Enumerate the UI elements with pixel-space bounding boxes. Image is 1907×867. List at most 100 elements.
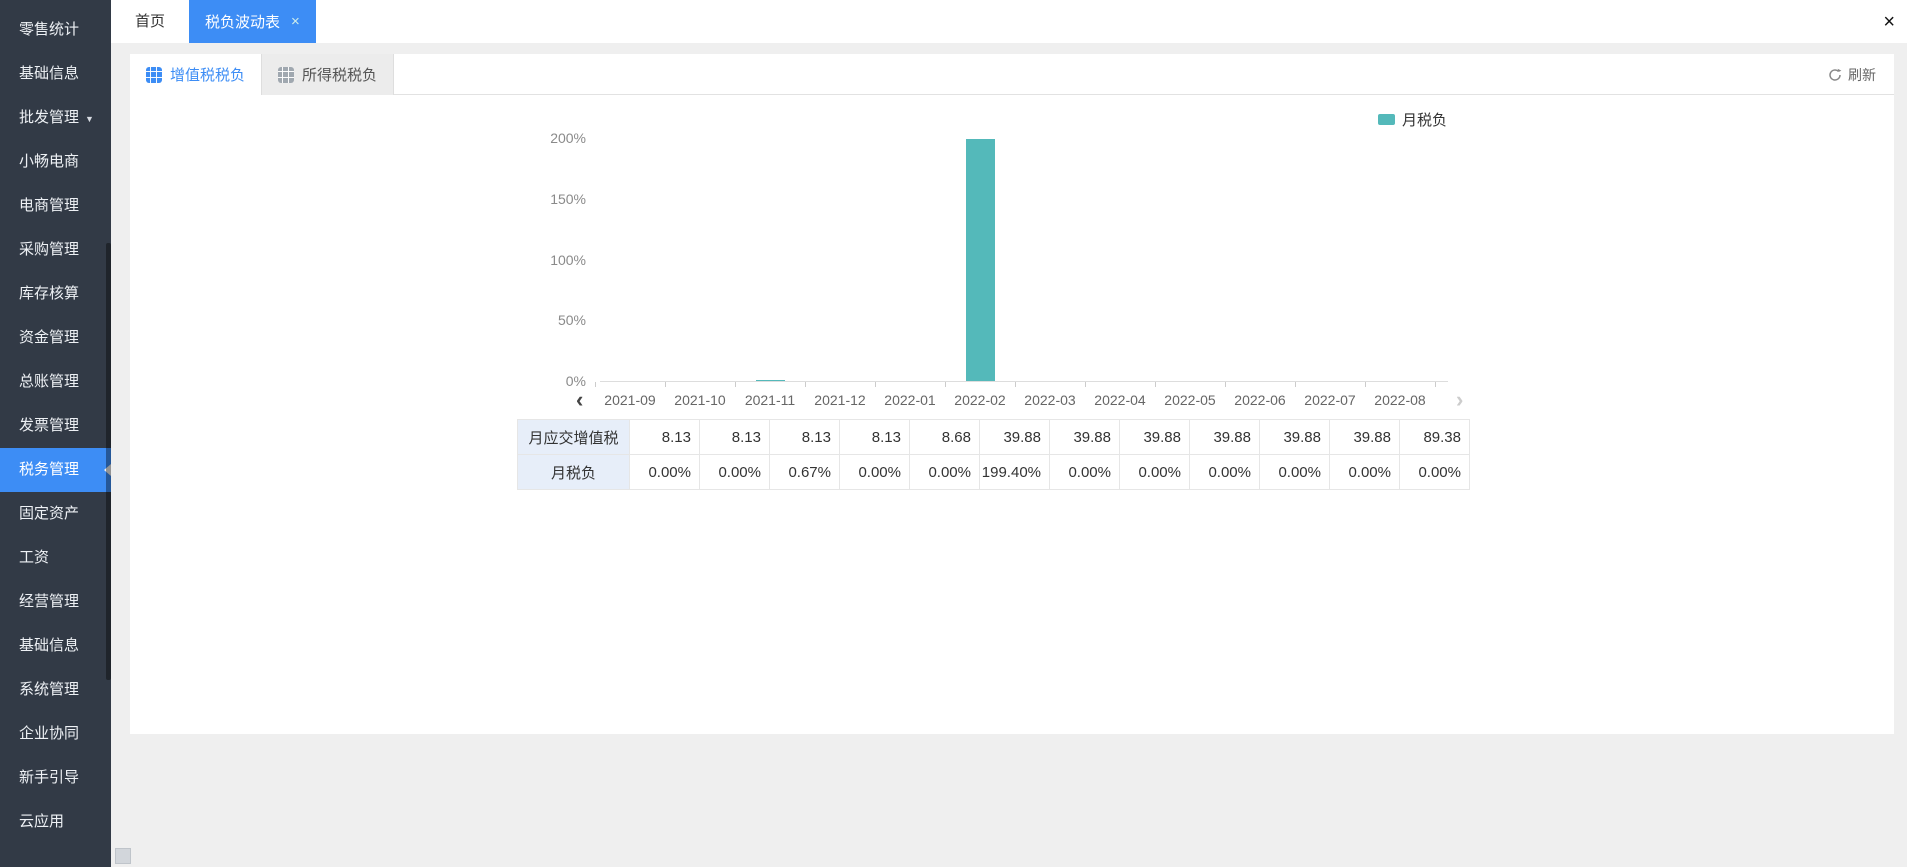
legend-swatch (1378, 114, 1395, 125)
window-close-icon[interactable]: × (1883, 10, 1895, 33)
x-axis-category-label: 2021-09 (604, 392, 656, 408)
x-axis-tick (1225, 382, 1226, 387)
caret-down-icon: ▼ (85, 114, 94, 124)
sidebar-collapse-button[interactable] (115, 848, 131, 864)
sidebar-item[interactable]: 基础信息 (0, 52, 111, 96)
x-axis-tick (805, 382, 806, 387)
sidebar-item-label: 新手引导 (19, 769, 80, 786)
y-axis-tick-label: 0% (565, 373, 586, 389)
chart-next-button[interactable]: › (1456, 387, 1464, 412)
x-axis-category-label: 2021-12 (814, 392, 866, 408)
tab-tax-fluctuation[interactable]: 税负波动表 × (189, 0, 316, 43)
sidebar-item-label: 发票管理 (19, 417, 80, 434)
sidebar-item-label: 基础信息 (19, 637, 80, 654)
sidebar-item-label: 税务管理 (19, 461, 80, 478)
x-axis-category-label: 2022-08 (1374, 392, 1426, 408)
table-cell: 0.00% (1259, 454, 1330, 490)
table-row-label: 月应交增值税 (517, 419, 630, 455)
panel-tab-vat[interactable]: 增值税税负 (130, 54, 262, 95)
chart-bar (755, 380, 785, 381)
tab-home[interactable]: 首页 (111, 0, 189, 43)
tab-tax-fluctuation-label: 税负波动表 (205, 14, 281, 31)
table-cell: 39.88 (1119, 419, 1190, 455)
x-axis-tick (945, 382, 946, 387)
table-cell: 39.88 (1189, 419, 1260, 455)
main-area: 首页 税负波动表 × × 增值税税负 所得税税负 (111, 0, 1907, 867)
vat-tab-grid-icon (146, 66, 162, 83)
table-cell: 0.00% (629, 454, 700, 490)
sidebar-item[interactable]: 库存核算 (0, 272, 111, 316)
sidebar-item-label: 库存核算 (19, 285, 80, 302)
panel-tab-bar: 增值税税负 所得税税负 刷新 (130, 54, 1894, 95)
sidebar-item[interactable]: 经营管理 (0, 580, 111, 624)
panel-tab-vat-label: 增值税税负 (170, 67, 246, 84)
sidebar-item[interactable]: 系统管理 (0, 668, 111, 712)
sidebar-item[interactable]: 新手引导 (0, 756, 111, 800)
sidebar-item[interactable]: 总账管理 (0, 360, 111, 404)
sidebar-item-label: 零售统计 (19, 21, 80, 38)
legend[interactable]: 月税负 (1378, 109, 1447, 130)
table-cell: 0.67% (769, 454, 840, 490)
sidebar-item-label: 采购管理 (19, 241, 80, 258)
sidebar-item-label: 批发管理 (19, 109, 80, 126)
income-tax-tab-grid-icon (278, 66, 295, 83)
table-cell: 8.13 (629, 419, 700, 455)
x-axis-tick (1435, 382, 1436, 387)
refresh-icon (1828, 68, 1842, 82)
x-axis-tick (735, 382, 736, 387)
x-axis-category-label: 2022-06 (1234, 392, 1286, 408)
sidebar-item[interactable]: 固定资产 (0, 492, 111, 536)
sidebar-scrollbar-thumb[interactable] (106, 243, 111, 680)
legend-label: 月税负 (1402, 112, 1448, 129)
sidebar-item[interactable]: 电商管理 (0, 184, 111, 228)
sidebar-item[interactable]: 云应用 (0, 800, 111, 844)
x-axis-tick (1365, 382, 1366, 387)
y-axis-tick-label: 100% (550, 251, 586, 268)
sidebar-item-label: 工资 (19, 549, 50, 566)
sidebar-item-label: 总账管理 (19, 373, 80, 390)
sidebar-item[interactable]: 发票管理 (0, 404, 111, 448)
active-item-arrow-icon (104, 464, 111, 476)
sidebar-item[interactable]: 企业协同 (0, 712, 111, 756)
x-axis-category-label: 2021-10 (674, 392, 726, 408)
table-cell: 0.00% (839, 454, 910, 490)
y-axis-tick-label: 150% (550, 190, 586, 207)
x-axis-tick (1015, 382, 1016, 387)
x-axis-category-label: 2022-04 (1094, 392, 1146, 408)
table-cell: 0.00% (1329, 454, 1400, 490)
panel-tab-income-tax[interactable]: 所得税税负 (261, 54, 395, 95)
table-cell: 8.13 (769, 419, 840, 455)
table-cell: 0.00% (1399, 454, 1470, 490)
table-cell: 39.88 (1329, 419, 1400, 455)
x-axis-category-label: 2022-05 (1164, 392, 1216, 408)
refresh-button[interactable]: 刷新 (1828, 54, 1876, 95)
x-axis-category-label: 2022-01 (884, 392, 936, 408)
table-cell: 0.00% (909, 454, 980, 490)
sidebar-item-active[interactable]: 税务管理 (0, 448, 111, 492)
sidebar-item[interactable]: 批发管理 ▼ (0, 96, 111, 140)
x-axis-category-label: 2022-07 (1304, 392, 1356, 408)
sidebar-item[interactable]: 基础信息 (0, 624, 111, 668)
content-panel: 增值税税负 所得税税负 刷新 (130, 54, 1894, 734)
table-row-label: 月税负 (517, 454, 630, 490)
sidebar-item-label: 系统管理 (19, 681, 80, 698)
x-axis-tick (1085, 382, 1086, 387)
sidebar-item[interactable]: 采购管理 (0, 228, 111, 272)
sidebar-item[interactable]: 小畅电商 (0, 140, 111, 184)
x-axis-tick (1155, 382, 1156, 387)
tab-close-icon[interactable]: × (291, 13, 300, 30)
chart-prev-button[interactable]: ‹ (576, 387, 584, 412)
table-cell: 89.38 (1399, 419, 1470, 455)
table-cell: 0.00% (1049, 454, 1120, 490)
x-axis-line (600, 381, 1448, 382)
tax-burden-chart: 月税负 ‹ › 月应交增值税 8.13 8.13 8.13 8.13 8.68 39.88 3… (130, 95, 1894, 733)
sidebar-item[interactable]: 资金管理 (0, 316, 111, 360)
sidebar-item[interactable]: 工资 (0, 536, 111, 580)
panel-tab-income-tax-label: 所得税税负 (302, 67, 378, 84)
sidebar-item-label: 云应用 (19, 813, 65, 830)
x-axis-tick (875, 382, 876, 387)
table-cell: 39.88 (1259, 419, 1330, 455)
sidebar-item-label: 资金管理 (19, 329, 80, 346)
sidebar-menu: 零售统计 基础信息 批发管理 ▼ 小畅电商 电商管理 采购管理 库存核算 资金管理 总账管理 发票管… (0, 8, 111, 844)
sidebar-item[interactable]: 零售统计 (0, 8, 111, 52)
